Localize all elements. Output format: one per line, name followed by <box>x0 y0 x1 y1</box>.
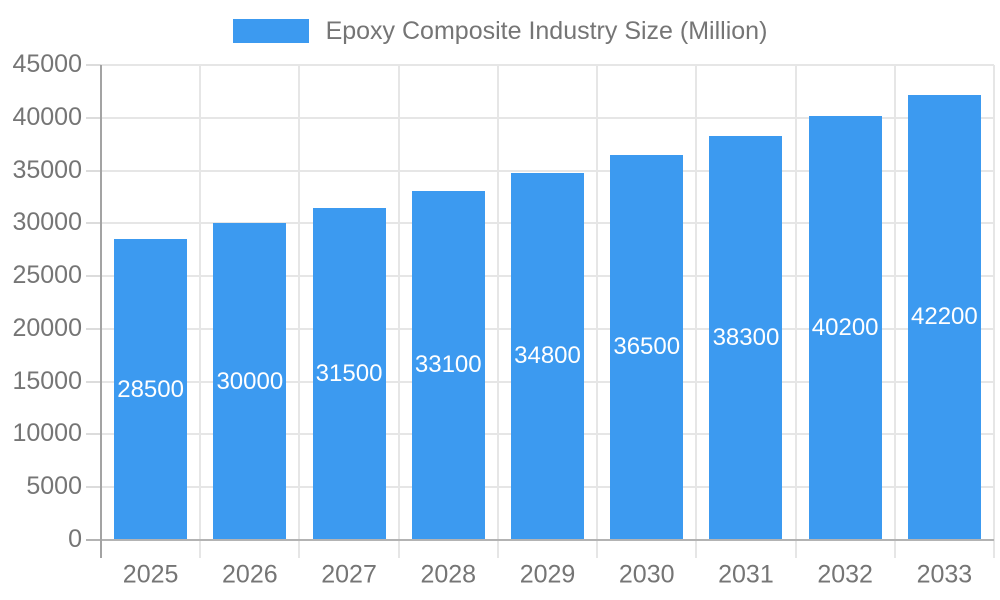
bar-value-label: 40200 <box>811 313 879 341</box>
x-gridline <box>993 65 995 558</box>
chart-legend: Epoxy Composite Industry Size (Million) <box>0 16 1000 45</box>
x-axis-label: 2030 <box>618 560 675 589</box>
y-tick <box>86 222 101 225</box>
y-axis-label: 45000 <box>12 49 82 78</box>
x-gridline <box>695 65 698 558</box>
y-axis-label: 25000 <box>12 261 82 290</box>
y-tick <box>86 327 101 330</box>
bar[interactable] <box>213 223 287 540</box>
y-tick <box>86 433 101 436</box>
y-tick <box>86 169 101 172</box>
bar[interactable] <box>610 154 684 540</box>
y-tick <box>86 380 101 383</box>
bar-value-label: 31500 <box>315 359 383 387</box>
bar-value-label: 36500 <box>613 333 681 361</box>
legend-label: Epoxy Composite Industry Size (Million) <box>325 16 768 45</box>
y-tick <box>86 64 101 66</box>
y-axis-label: 20000 <box>12 313 82 342</box>
y-axis-label: 35000 <box>12 155 82 184</box>
x-axis-label: 2025 <box>122 560 179 589</box>
x-gridline <box>298 65 301 558</box>
x-axis-label: 2033 <box>916 560 973 589</box>
x-gridline <box>596 65 599 558</box>
bar-value-label: 42200 <box>911 303 978 331</box>
x-gridline <box>496 65 499 558</box>
bar-value-label: 38300 <box>712 323 780 351</box>
y-axis-label: 15000 <box>12 366 82 395</box>
bar[interactable] <box>511 172 584 540</box>
bar[interactable] <box>312 207 386 540</box>
y-gridline <box>101 539 994 541</box>
y-gridline <box>101 169 994 172</box>
y-gridline <box>101 116 994 119</box>
y-axis-label: 10000 <box>12 419 82 448</box>
y-axis-label: 5000 <box>26 472 82 501</box>
x-gridline <box>794 65 797 558</box>
x-axis-label: 2031 <box>718 560 774 589</box>
bar[interactable] <box>907 94 981 540</box>
bar[interactable] <box>709 135 783 540</box>
x-axis-label: 2029 <box>519 560 576 589</box>
x-axis-label: 2027 <box>321 560 377 589</box>
y-axis-label: 40000 <box>12 102 82 131</box>
x-gridline <box>199 65 202 558</box>
x-axis-label: 2032 <box>817 560 873 589</box>
plot-area: 0 5000 10000 15000 20000 25000 30000 35000 40000… <box>12 50 995 589</box>
y-axis-line <box>100 65 102 558</box>
x-gridline <box>397 65 400 558</box>
y-gridline <box>101 64 994 66</box>
bar-value-label: 33100 <box>414 351 482 379</box>
x-gridline <box>893 65 896 558</box>
y-axis-label: 30000 <box>12 208 82 237</box>
x-axis-label: 2026 <box>222 560 278 589</box>
bar-value-label: 28500 <box>117 375 184 403</box>
x-axis-label: 2028 <box>420 560 477 589</box>
bar-value-label: 30000 <box>216 367 284 395</box>
y-tick <box>86 539 101 541</box>
y-tick <box>86 275 101 278</box>
y-axis-label: 0 <box>68 524 82 553</box>
bar[interactable] <box>808 115 882 540</box>
bar[interactable] <box>411 190 485 540</box>
y-tick <box>86 116 101 119</box>
bar-value-label: 34800 <box>514 342 581 370</box>
bar[interactable] <box>114 239 188 540</box>
legend-swatch-icon <box>232 19 309 43</box>
y-tick <box>86 486 101 489</box>
